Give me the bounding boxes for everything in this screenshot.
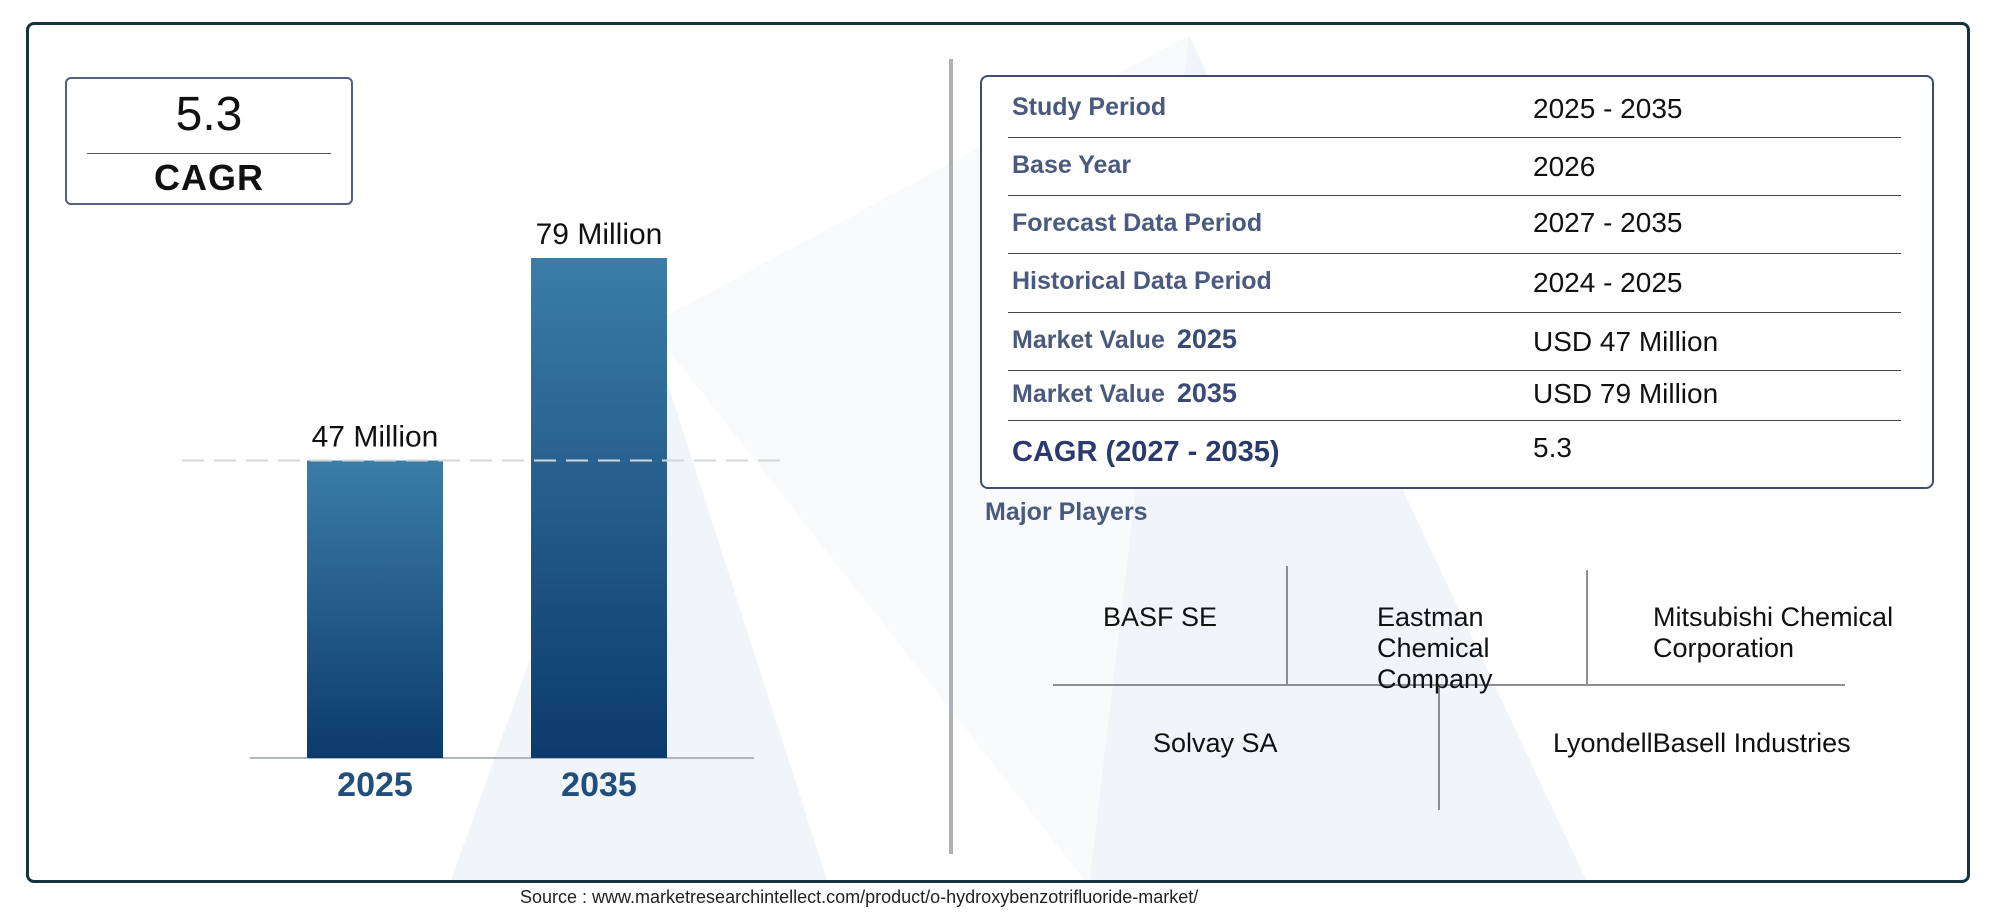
bar-2035: [531, 258, 667, 758]
players-divider: [1438, 684, 1440, 810]
info-label-year: 2025: [1176, 324, 1237, 354]
report-frame: 5.3 CAGR 47 Million 2025 79 Million 2035 St…: [26, 22, 1970, 883]
player-name: Eastman Chemical Company: [1377, 602, 1493, 694]
cagr-divider: [87, 153, 331, 154]
cagr-summary-box: 5.3 CAGR: [65, 77, 353, 205]
info-value: 2024 - 2025: [1533, 267, 1683, 298]
info-row-forecast-period: Forecast Data Period 2027 - 2035: [1008, 195, 1901, 254]
info-row-cagr: CAGR (2027 - 2035) 5.3: [1008, 420, 1901, 480]
info-label: Market Value 2025: [1012, 324, 1237, 355]
vertical-separator: [949, 59, 953, 854]
info-row-market-value-2035: Market Value 2035 USD 79 Million: [1008, 370, 1901, 421]
players-divider: [1286, 566, 1288, 684]
info-value: 2025 - 2035: [1533, 93, 1683, 124]
info-value: 2026: [1533, 151, 1596, 182]
info-label: CAGR (2027 - 2035): [1012, 436, 1280, 468]
player-name: BASF SE: [1103, 602, 1218, 632]
data-label: 47 Million: [312, 421, 439, 454]
x-tick-label: 2025: [337, 766, 413, 804]
player-name: LyondellBasell Industries: [1553, 728, 1851, 758]
bar-2025: [307, 460, 443, 758]
info-value: 5.3: [1533, 432, 1572, 463]
info-row-market-value-2025: Market Value 2025 USD 47 Million: [1008, 312, 1901, 371]
info-label: Historical Data Period: [1012, 267, 1272, 295]
player-name: Mitsubishi Chemical Corporation: [1653, 602, 1894, 663]
cagr-label: CAGR: [154, 157, 264, 198]
info-row-study-period: Study Period 2025 - 2035: [1008, 77, 1901, 138]
info-label: Study Period: [1012, 93, 1167, 121]
players-divider: [1586, 570, 1588, 684]
x-tick-label: 2035: [561, 766, 637, 804]
info-label-text: Market Value: [1012, 380, 1165, 408]
data-label: 79 Million: [536, 218, 663, 251]
major-players-title: Major Players: [985, 498, 1148, 526]
info-label: Base Year: [1012, 151, 1132, 179]
cagr-value: 5.3: [175, 88, 243, 141]
source-note: Source : www.marketresearchintellect.com…: [520, 887, 1199, 907]
info-value: 2027 - 2035: [1533, 207, 1683, 238]
study-info-table: Study Period 2025 - 2035 Base Year 2026 …: [980, 75, 1934, 489]
info-value: USD 47 Million: [1533, 326, 1719, 357]
info-label-text: Market Value: [1012, 326, 1165, 354]
info-label-year: 2035: [1176, 378, 1237, 408]
info-label: Market Value 2035: [1012, 378, 1237, 409]
info-row-base-year: Base Year 2026: [1008, 137, 1901, 196]
info-value: USD 79 Million: [1533, 378, 1719, 409]
player-name: Solvay SA: [1153, 728, 1278, 758]
players-divider: [1053, 684, 1845, 686]
info-row-historical-period: Historical Data Period 2024 - 2025: [1008, 253, 1901, 313]
info-label: Forecast Data Period: [1012, 209, 1263, 237]
market-bar-chart: 47 Million 2025 79 Million 2035: [182, 218, 789, 804]
